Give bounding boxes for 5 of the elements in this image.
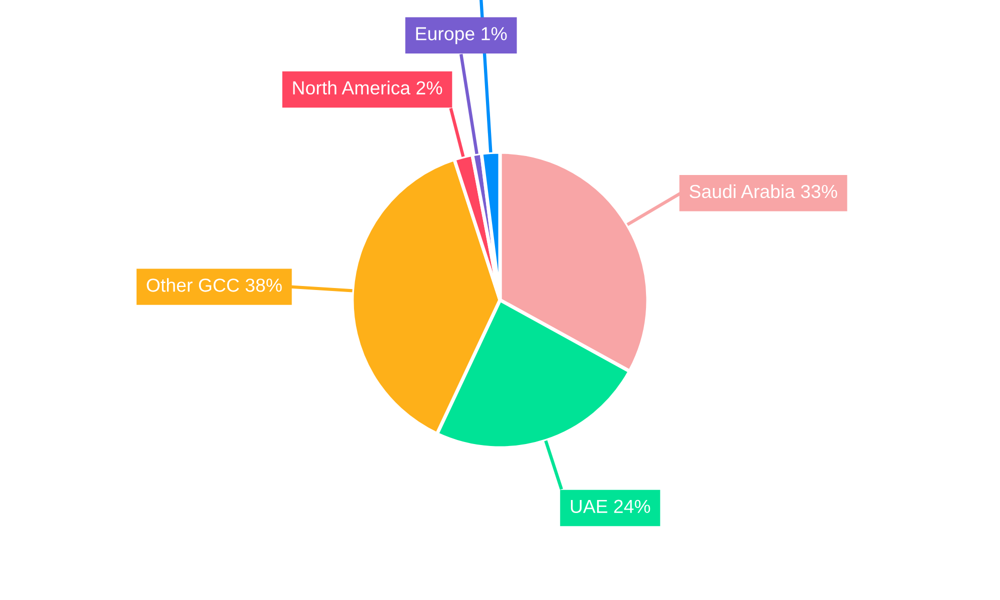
slice-label: UAE 24% xyxy=(570,500,650,514)
slice-label: Europe 1% xyxy=(416,27,507,44)
slice-label: Saudi Arabia 33% xyxy=(690,184,838,198)
slice-label: North America 2% xyxy=(293,80,442,95)
slice-label: Other GCC 38% xyxy=(146,278,282,292)
